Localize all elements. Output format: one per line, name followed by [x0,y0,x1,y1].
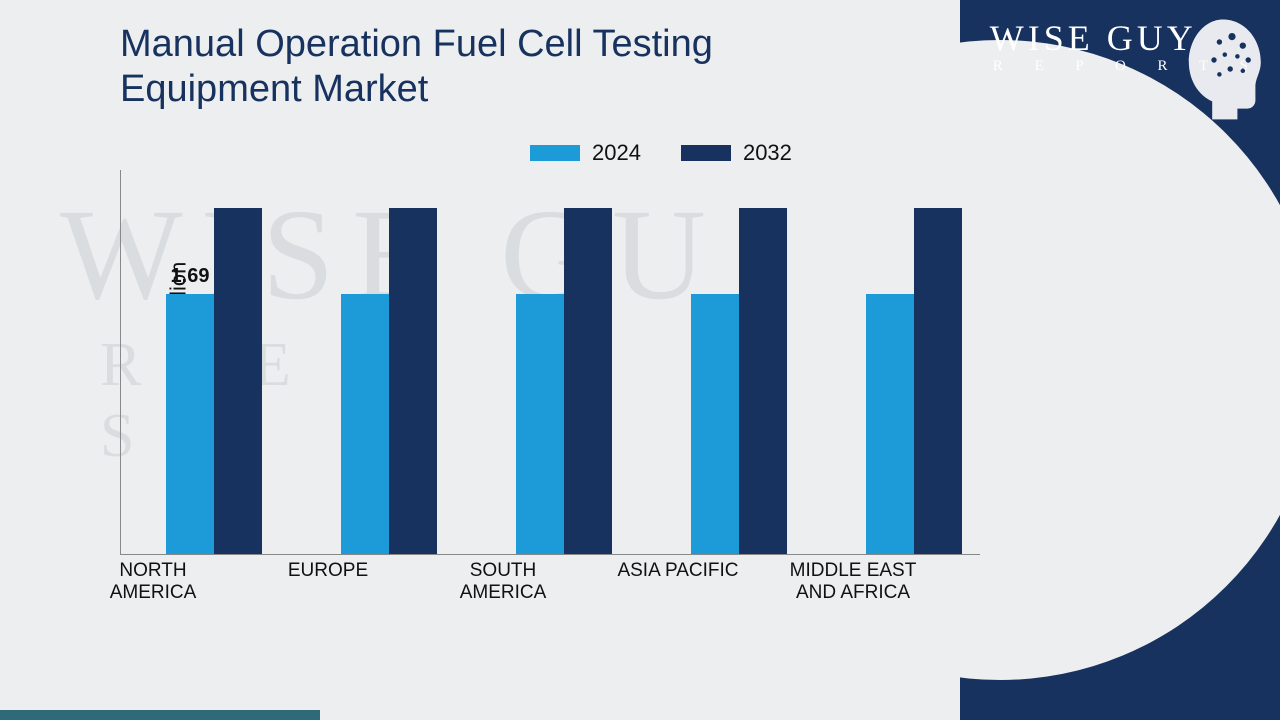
bar-2024 [691,294,739,554]
legend-item-2024: 2024 [530,140,641,166]
bar-2024 [516,294,564,554]
bar-2024 [341,294,389,554]
plot-area: 1.69 [120,170,980,555]
page-root: WISE GUY R E P O R T S WISE GUY R E P O … [0,0,1280,720]
chart-title: Manual Operation Fuel Cell Testing Equip… [120,22,840,112]
footer-stripe [0,710,320,720]
legend-item-2032: 2032 [681,140,792,166]
legend: 2024 2032 [530,140,792,166]
bar-2032 [914,208,962,555]
category-label: MIDDLE EAST AND AFRICA [783,560,923,604]
bar-2024 [166,294,214,554]
bar-2032 [214,208,262,555]
legend-swatch-2024 [530,145,580,161]
category-label: NORTH AMERICA [83,560,223,604]
brand-head-icon [1178,14,1268,124]
legend-label-2024: 2024 [592,140,641,166]
chart-area: Market Size in USD Billion 2024 2032 1.6… [60,150,980,630]
bar-2032 [564,208,612,555]
category-label: EUROPE [258,560,398,582]
bar-value-label: 1.69 [160,265,220,288]
legend-swatch-2032 [681,145,731,161]
bar-2032 [739,208,787,555]
legend-label-2032: 2032 [743,140,792,166]
brand-logo: WISE GUY R E P O R T S [990,20,1262,75]
category-label: ASIA PACIFIC [608,560,748,582]
bar-2024 [866,294,914,554]
category-label: SOUTH AMERICA [433,560,573,604]
bar-2032 [389,208,437,555]
